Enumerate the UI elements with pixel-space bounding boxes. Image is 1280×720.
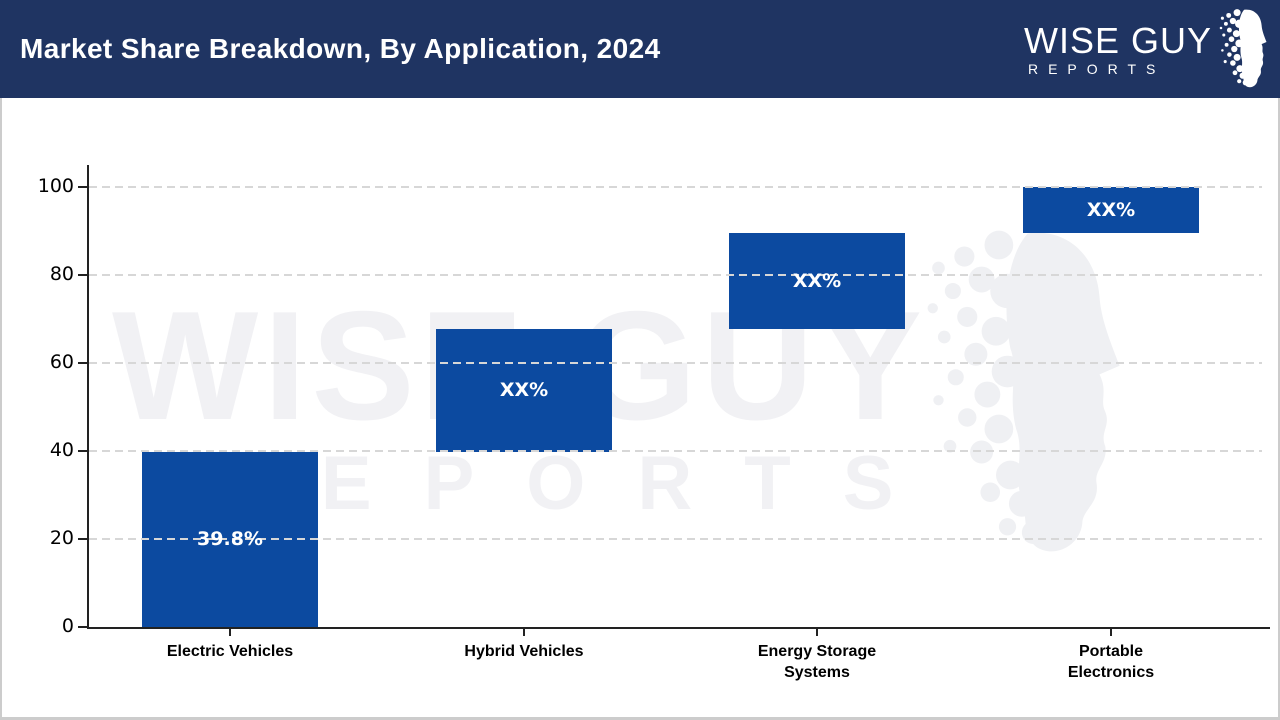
y-axis-spine <box>87 165 89 629</box>
y-tick <box>78 626 87 628</box>
brand-logo: WISE GUY REPORTS <box>1024 7 1270 91</box>
y-tick <box>78 450 87 452</box>
brand-logo-text: WISE GUY REPORTS <box>1023 19 1212 77</box>
bar <box>436 328 612 452</box>
bar-value-label: XX% <box>792 269 842 292</box>
gridline <box>89 362 1262 364</box>
brand-logo-line1: WISE GUY <box>1023 19 1212 61</box>
gridline <box>89 538 1262 540</box>
bar <box>1023 187 1199 234</box>
brand-logo-line2: REPORTS <box>1027 60 1166 77</box>
bar <box>729 233 905 329</box>
x-tick <box>816 629 818 636</box>
y-tick-label: 20 <box>49 527 74 549</box>
y-tick-label: 60 <box>49 351 74 373</box>
y-tick <box>78 538 87 540</box>
page-title: Market Share Breakdown, By Application, … <box>20 33 661 64</box>
y-tick-label: 40 <box>49 439 74 461</box>
x-category-label: Hybrid Vehicles <box>464 643 584 660</box>
gridline <box>89 186 1262 188</box>
y-tick-label: 0 <box>61 615 74 637</box>
x-axis-spine <box>87 627 1270 629</box>
x-category-label: Portable Electronics <box>1067 643 1155 681</box>
y-tick <box>78 186 87 188</box>
x-tick <box>1110 629 1112 636</box>
x-category-label: Energy Storage Systems <box>757 643 877 681</box>
gridline <box>89 274 1262 276</box>
y-tick-label: 80 <box>49 263 74 285</box>
bar-value-label: XX% <box>499 379 549 402</box>
x-category-label: Electric Vehicles <box>166 643 294 660</box>
header-bar: Market Share Breakdown, By Application, … <box>0 0 1280 98</box>
bar-value-label: 39.8% <box>197 528 263 551</box>
y-tick <box>78 362 87 364</box>
y-tick-label: 100 <box>37 175 74 197</box>
bar-value-label: XX% <box>1086 199 1136 222</box>
head-profile-dots-icon <box>1219 9 1267 88</box>
gridline <box>89 450 1262 452</box>
x-tick <box>523 629 525 636</box>
y-tick <box>78 274 87 276</box>
x-tick <box>229 629 231 636</box>
